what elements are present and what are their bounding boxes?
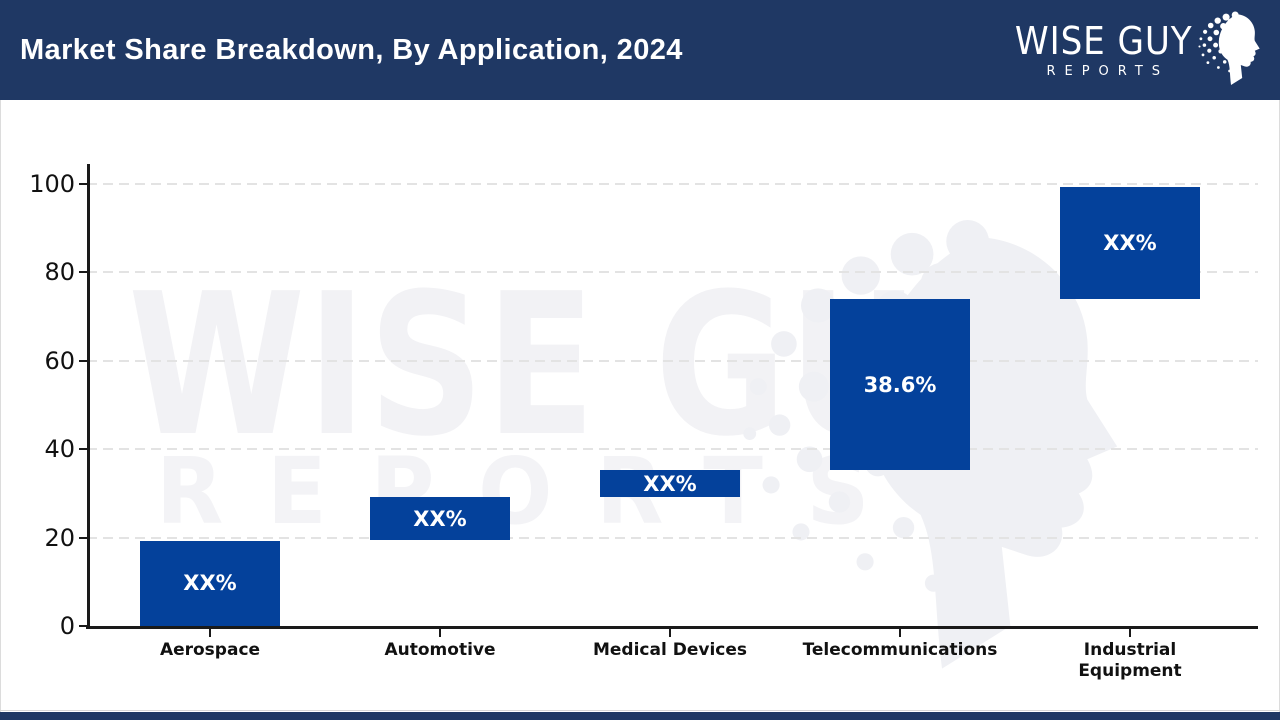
- x-axis-tick-0: [209, 629, 211, 637]
- y-axis-tick-40: [79, 448, 87, 451]
- footer-band: [0, 712, 1280, 720]
- bar-industrial-equipment: XX%: [1060, 187, 1200, 300]
- logo-dotted-head-icon: [1198, 11, 1260, 85]
- bar-medical-devices: XX%: [600, 470, 740, 497]
- y-tick-label: 60: [44, 346, 75, 375]
- bar-aerospace: XX%: [140, 540, 280, 626]
- gridline-60: [87, 359, 1258, 362]
- gridline-40: [87, 448, 1258, 451]
- y-axis-spine: [87, 164, 90, 629]
- bar-telecommunications: 38.6%: [830, 299, 970, 470]
- bar-value-label: XX%: [1103, 231, 1157, 256]
- x-tick-label-line: Automotive: [384, 640, 496, 660]
- y-axis-tick-20: [79, 536, 87, 539]
- y-tick-label: 80: [44, 258, 75, 287]
- y-axis-tick-100: [79, 183, 87, 185]
- bar-value-label: XX%: [183, 571, 237, 596]
- x-axis-tick-1: [439, 629, 441, 637]
- x-tick-label-telecommunications: Telecommunications: [800, 640, 1000, 661]
- x-tick-label-line: Medical Devices: [592, 640, 747, 660]
- chart-title: Market Share Breakdown, By Application, …: [20, 33, 683, 66]
- x-tick-label-medical-devices: Medical Devices: [570, 640, 770, 661]
- y-tick-label: 40: [44, 435, 75, 464]
- x-tick-label-industrial-equipment: Industrial Equipment: [1030, 640, 1230, 683]
- gridline-20: [87, 536, 1258, 539]
- bar-value-label: XX%: [643, 471, 697, 496]
- y-axis-tick-80: [79, 271, 87, 274]
- x-tick-label-line: Telecommunications: [802, 640, 998, 660]
- y-tick-label: 0: [59, 612, 75, 640]
- y-axis-tick-60: [79, 359, 87, 362]
- x-axis-tick-4: [1129, 629, 1131, 637]
- bar-value-label: XX%: [413, 506, 467, 531]
- logo-text-block: WISE GUY REPORTS: [1005, 22, 1202, 79]
- x-axis-tick-2: [669, 629, 671, 637]
- bar-automotive: XX%: [370, 497, 510, 540]
- y-tick-label: 20: [44, 523, 75, 552]
- bar-value-label: 38.6%: [863, 372, 937, 397]
- x-tick-label-line: Equipment: [1078, 661, 1182, 682]
- y-tick-label: 100: [29, 170, 75, 198]
- x-tick-label-line: Aerospace: [159, 640, 261, 660]
- logo-wiseguy-text: WISE GUY: [1014, 18, 1193, 63]
- gridline-80: [87, 271, 1258, 274]
- bottom-hairline: [0, 710, 1280, 711]
- wise-guy-reports-logo: WISE GUY REPORTS: [1005, 8, 1266, 92]
- logo-reports-text: REPORTS: [1046, 63, 1170, 79]
- x-axis-spine: [86, 626, 1258, 629]
- header-band: Market Share Breakdown, By Application, …: [0, 0, 1280, 100]
- x-tick-label-aerospace: Aerospace: [110, 640, 310, 661]
- x-tick-label-automotive: Automotive: [340, 640, 540, 661]
- x-tick-label-line: Industrial: [1083, 640, 1177, 660]
- gridline-100: [87, 183, 1258, 185]
- y-axis-tick-0: [79, 625, 87, 627]
- x-axis-tick-3: [899, 629, 901, 637]
